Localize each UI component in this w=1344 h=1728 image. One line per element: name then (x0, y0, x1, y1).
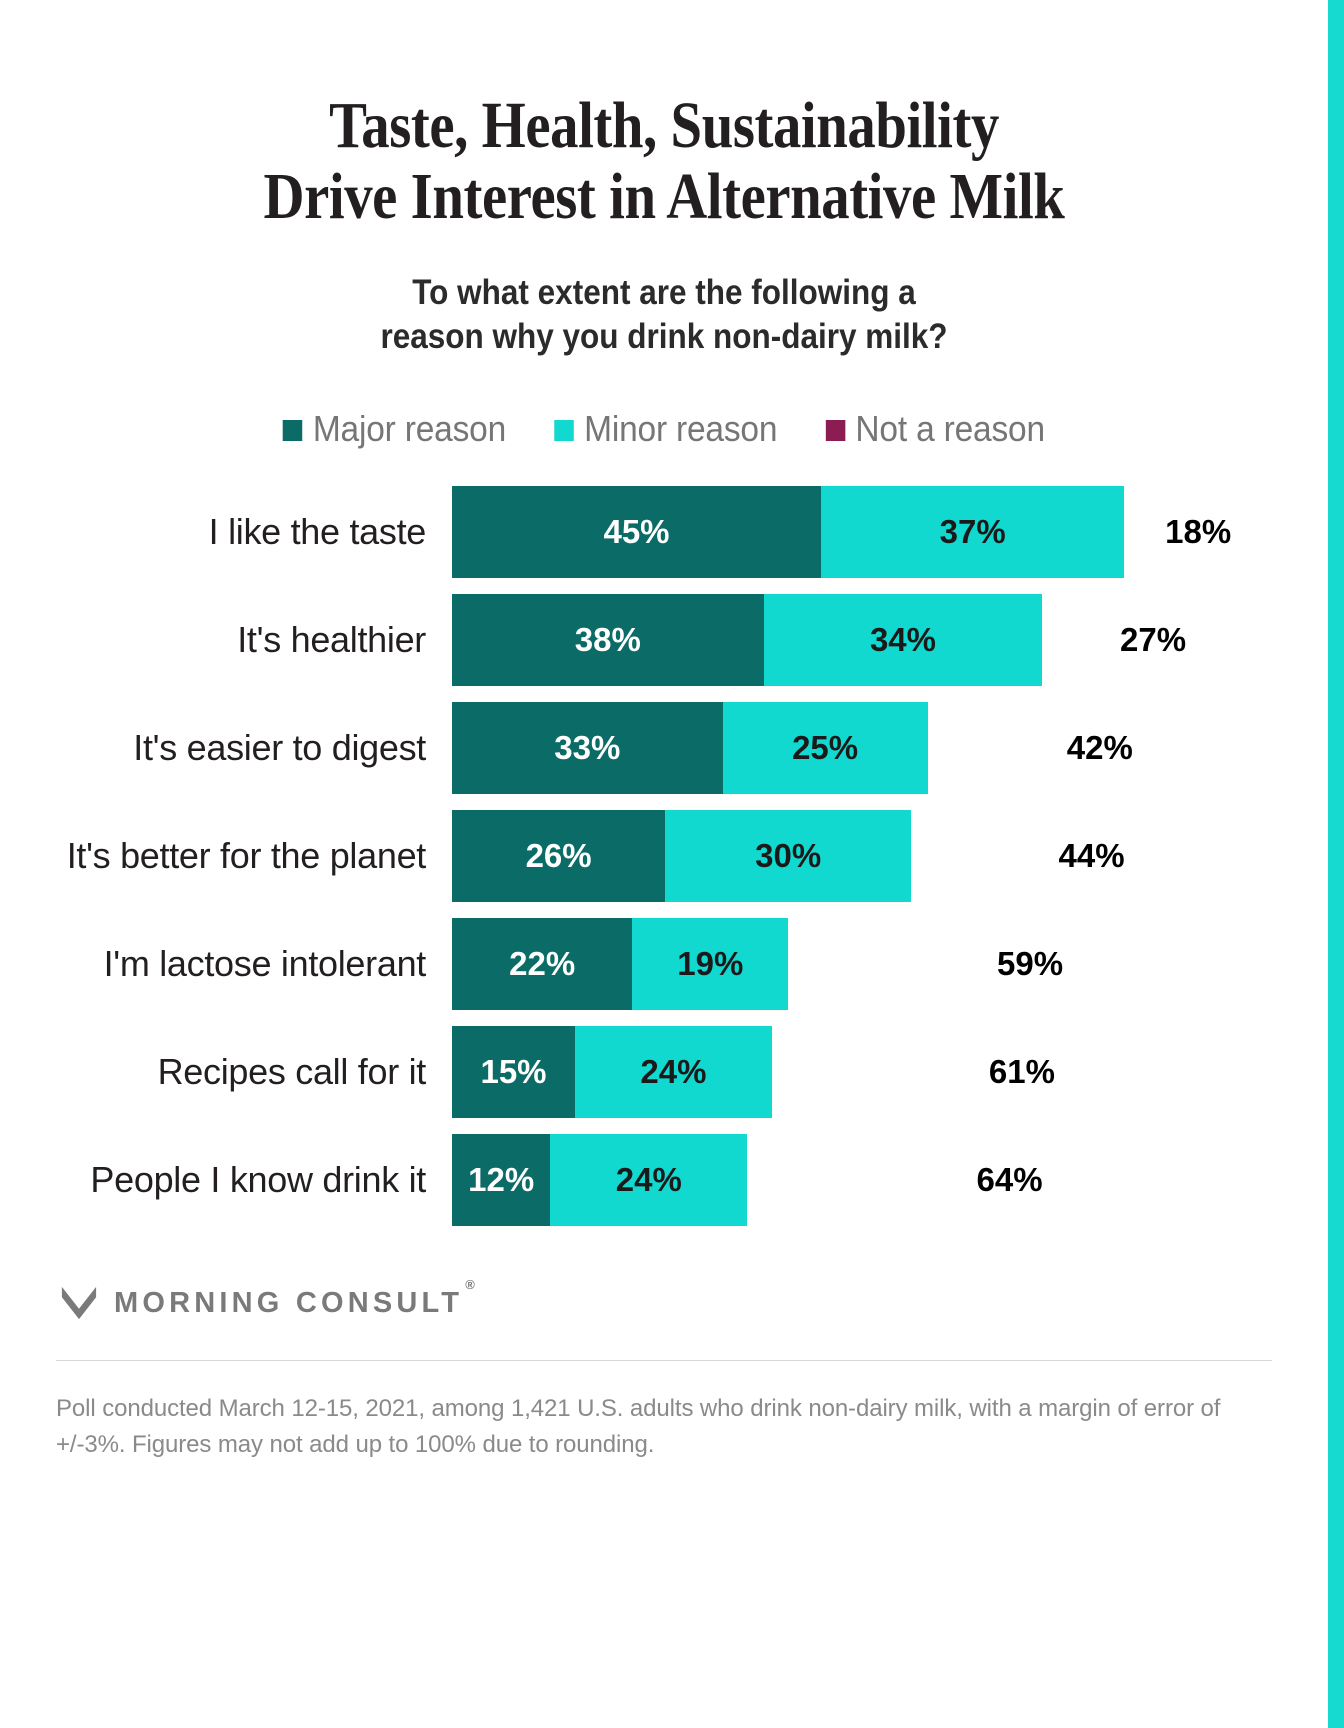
segment-value-label: 44% (1058, 837, 1125, 875)
not-a-reason-segment: 61% (772, 1026, 1272, 1118)
legend-item-minor-reason: Minor reason (554, 408, 777, 450)
bar-track: 12% 24% 64% (452, 1134, 1272, 1227)
footer: MORNING CONSULT® Poll conducted March 12… (56, 1277, 1272, 1462)
chart-legend: Major reason Minor reason Not a reason (99, 408, 1230, 450)
legend-swatch-icon-major (283, 419, 303, 441)
not-a-reason-segment: 44% (911, 810, 1272, 902)
segment-value-label: 12% (468, 1161, 535, 1199)
major-segment: 15% (452, 1026, 575, 1119)
not-a-reason-segment: 42% (928, 702, 1272, 794)
chart-subtitle-line-2: reason why you drink non-dairy milk? (380, 317, 948, 357)
morning-consult-chevron-icon (61, 1286, 97, 1320)
brand-name-text: MORNING CONSULT (114, 1286, 464, 1319)
segment-value-label: 45% (603, 513, 670, 551)
bar-row: It's easier to digest 33% 25% 42% (56, 702, 1272, 795)
bar-row: I like the taste 45% 37% 18% (56, 486, 1272, 579)
bar-row: It's better for the planet 26% 30% 44% (56, 810, 1272, 903)
minor-segment: 25% (722, 702, 928, 795)
segment-value-label: 24% (640, 1053, 707, 1091)
minor-segment: 30% (665, 810, 912, 903)
bar-row: I'm lactose intolerant 22% 19% 59% (56, 918, 1272, 1011)
minor-segment: 24% (575, 1026, 772, 1119)
bar-track: 15% 24% 61% (452, 1026, 1272, 1119)
segment-value-label: 30% (755, 837, 822, 875)
bar-row-label: I'm lactose intolerant (103, 943, 427, 985)
major-segment: 38% (452, 594, 764, 687)
segment-value-label: 34% (869, 621, 937, 659)
morning-consult-logo: MORNING CONSULT® (56, 1277, 1272, 1322)
legend-swatch-icon-not (825, 419, 846, 441)
minor-segment: 34% (763, 594, 1043, 687)
legend-item-not-a-reason: Not a reason (825, 408, 1045, 450)
segment-value-label: 61% (988, 1053, 1055, 1091)
major-segment: 26% (452, 810, 666, 903)
not-a-reason-segment: 27% (1042, 594, 1263, 686)
not-a-reason-segment: 64% (747, 1134, 1272, 1226)
bar-row-label: It's easier to digest (133, 727, 426, 769)
bar-row-label: It's better for the planet (66, 835, 427, 877)
segment-value-label: 24% (615, 1161, 682, 1199)
major-segment: 33% (452, 702, 723, 795)
segment-value-label: 38% (574, 621, 641, 659)
chart-subtitle: To what extent are the following a reaso… (117, 271, 1211, 361)
footer-divider (56, 1360, 1272, 1362)
bar-row-label: I like the taste (208, 511, 427, 553)
source-note: Poll conducted March 12-15, 2021, among … (56, 1395, 1221, 1458)
chart-subtitle-line-1: To what extent are the following a (412, 272, 916, 312)
not-a-reason-segment: 18% (1124, 486, 1272, 578)
legend-item-major-reason: Major reason (283, 408, 506, 450)
major-segment: 12% (452, 1134, 551, 1227)
segment-value-label: 15% (480, 1053, 547, 1091)
segment-value-label: 25% (792, 729, 859, 767)
segment-value-label: 59% (997, 945, 1064, 983)
segment-value-label: 26% (525, 837, 592, 875)
bar-track: 22% 19% 59% (452, 918, 1272, 1011)
page-title-line-1: Taste, Health, Sustainability (329, 89, 999, 162)
minor-segment: 19% (632, 918, 789, 1011)
minor-segment: 37% (821, 486, 1125, 579)
legend-label-minor: Minor reason (584, 408, 778, 450)
bar-track: 33% 25% 42% (452, 702, 1272, 795)
bar-row: People I know drink it 12% 24% 64% (56, 1134, 1272, 1227)
right-accent-stripe (1328, 0, 1344, 1728)
bar-track: 38% 34% 27% (452, 594, 1272, 687)
segment-value-label: 33% (554, 729, 621, 767)
bar-row: Recipes call for it 15% 24% 61% (56, 1026, 1272, 1119)
legend-label-not: Not a reason (855, 408, 1045, 450)
bar-track: 26% 30% 44% (452, 810, 1272, 903)
segment-value-label: 27% (1120, 621, 1187, 659)
page-title: Taste, Health, Sustainability Drive Inte… (141, 0, 1187, 233)
segment-value-label: 37% (939, 513, 1006, 551)
segment-value-label: 19% (677, 945, 744, 983)
stacked-bar-chart: I like the taste 45% 37% 18% It's healthier 3… (56, 486, 1272, 1227)
segment-value-label: 64% (976, 1161, 1043, 1199)
legend-swatch-icon-minor (554, 419, 574, 441)
legend-label-major: Major reason (312, 408, 507, 450)
major-segment: 45% (452, 486, 821, 579)
segment-value-label: 42% (1066, 729, 1133, 767)
segment-value-label: 22% (509, 945, 576, 983)
page-title-line-2: Drive Interest in Alternative Milk (263, 160, 1065, 234)
bar-row: It's healthier 38% 34% 27% (56, 594, 1272, 687)
brand-name: MORNING CONSULT® (114, 1277, 475, 1320)
bar-row-label: Recipes call for it (157, 1051, 427, 1093)
bar-row-label: People I know drink it (90, 1159, 426, 1201)
bar-row-label: It's healthier (237, 619, 426, 661)
major-segment: 22% (452, 918, 633, 1011)
segment-value-label: 18% (1165, 513, 1232, 551)
registered-mark-icon: ® (465, 1276, 475, 1292)
minor-segment: 24% (550, 1134, 748, 1227)
not-a-reason-segment: 59% (788, 918, 1272, 1010)
bar-track: 45% 37% 18% (452, 486, 1272, 579)
